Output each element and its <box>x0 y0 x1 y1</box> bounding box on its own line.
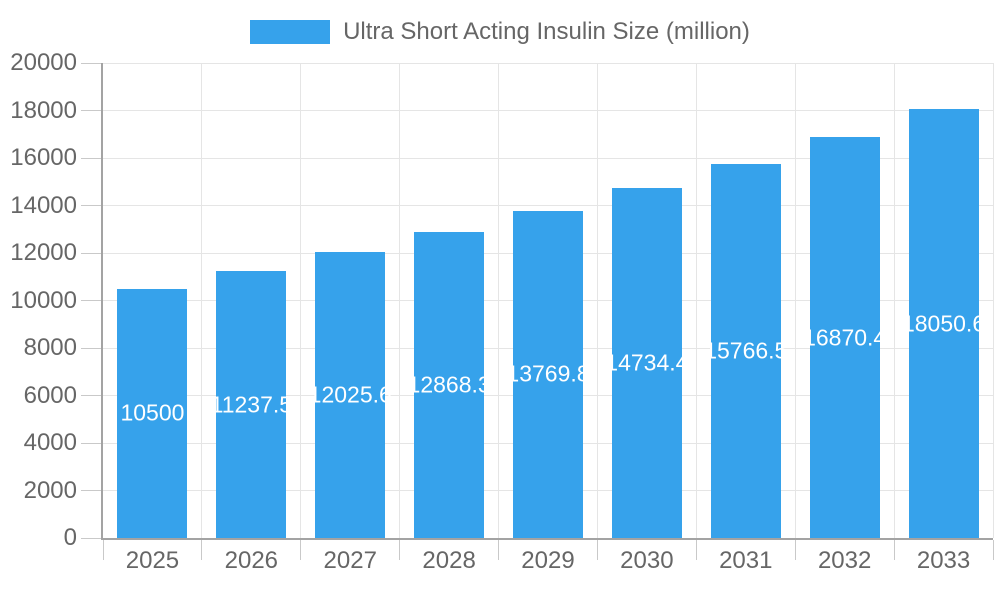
y-axis-label: 6000 <box>23 381 77 409</box>
bar[interactable] <box>611 188 682 538</box>
bar[interactable] <box>216 271 287 538</box>
gridline-vertical <box>201 63 203 538</box>
x-axis-tick <box>992 540 994 560</box>
gridline-horizontal <box>103 110 993 111</box>
bar[interactable] <box>315 252 386 538</box>
gridline-horizontal <box>103 157 993 159</box>
y-axis-label: 18000 <box>10 96 77 124</box>
legend-item[interactable]: Ultra Short Acting Insulin Size (million… <box>0 20 1000 44</box>
y-axis-label: 4000 <box>23 429 77 456</box>
bar[interactable] <box>414 232 485 538</box>
y-axis-tick <box>81 490 101 491</box>
y-axis-tick <box>81 395 101 396</box>
x-axis-label: 2029 <box>521 547 575 574</box>
y-axis-tick <box>81 62 101 64</box>
x-axis-label: 2026 <box>224 547 279 574</box>
gridline-vertical <box>794 63 796 538</box>
x-axis-tick <box>794 540 796 560</box>
x-axis-line <box>101 538 993 540</box>
x-axis-tick <box>498 540 500 560</box>
gridline-vertical <box>992 63 994 538</box>
gridline-vertical <box>893 63 895 538</box>
x-axis-label: 2027 <box>323 547 377 574</box>
plot-area: 0 2000 4000 6000 8000 10000 12000 14000 16000 180… <box>10 49 994 574</box>
x-axis-label: 2031 <box>719 547 773 574</box>
y-axis-tick <box>81 252 101 254</box>
y-axis-tick <box>81 347 101 349</box>
x-axis-tick <box>201 540 203 560</box>
y-axis-label: 12000 <box>10 239 77 266</box>
x-axis-tick <box>102 540 104 560</box>
x-axis-tick <box>399 540 401 560</box>
gridline-vertical <box>300 63 302 538</box>
y-axis-tick <box>81 157 101 159</box>
bar[interactable] <box>710 163 781 538</box>
y-axis-label: 20000 <box>10 49 77 76</box>
legend-label: Ultra Short Acting Insulin Size (million… <box>343 18 750 45</box>
gridline-vertical <box>596 63 598 538</box>
x-axis-tick <box>695 540 697 560</box>
bar[interactable] <box>908 109 979 538</box>
y-axis-tick <box>81 110 101 111</box>
y-axis-label: 16000 <box>10 144 77 171</box>
y-axis-line <box>101 63 103 540</box>
gridline-vertical <box>695 63 697 538</box>
x-axis-label: 2030 <box>620 547 674 574</box>
legend-swatch <box>250 20 331 44</box>
bar[interactable] <box>117 288 188 538</box>
y-axis-label: 2000 <box>23 476 77 504</box>
gridline-vertical <box>498 63 500 538</box>
gridline-horizontal <box>103 62 993 64</box>
bar[interactable] <box>809 137 880 538</box>
x-axis-tick <box>300 540 302 560</box>
y-axis-tick <box>81 300 101 301</box>
x-axis-label: 2028 <box>422 547 476 574</box>
gridline-horizontal <box>103 205 993 206</box>
x-axis-tick <box>893 540 895 560</box>
x-axis-label: 2033 <box>916 547 971 574</box>
y-axis-label: 8000 <box>23 334 77 361</box>
x-axis-tick <box>596 540 598 560</box>
y-axis-label: 10000 <box>10 286 77 314</box>
y-axis-tick <box>81 442 101 444</box>
y-axis-label: 0 <box>63 524 77 551</box>
x-axis-label: 2025 <box>125 547 180 574</box>
x-axis-label: 2032 <box>817 547 872 574</box>
y-axis-label: 14000 <box>10 191 77 219</box>
bar[interactable] <box>513 210 583 538</box>
y-axis-tick <box>81 205 101 206</box>
y-axis-tick <box>81 537 101 539</box>
gridline-vertical <box>399 63 401 538</box>
